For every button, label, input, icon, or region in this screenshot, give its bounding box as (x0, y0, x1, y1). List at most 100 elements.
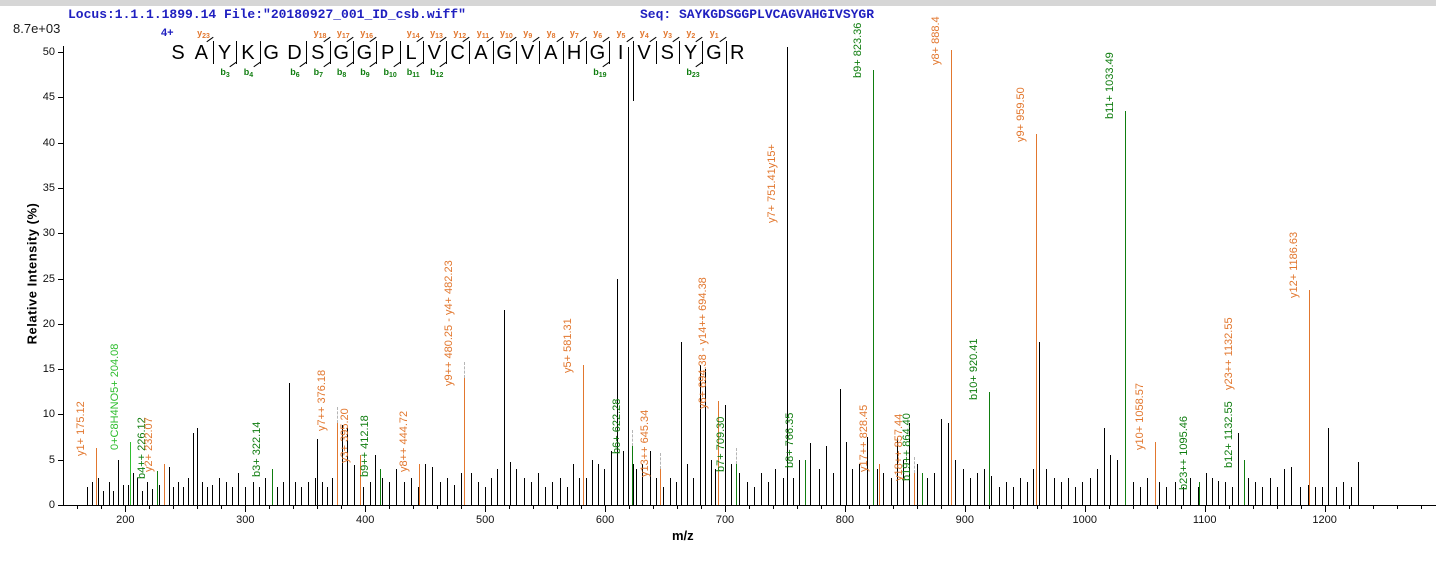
spectrum-peak (998, 486, 1000, 505)
y-ion-marker: y4 (639, 28, 649, 40)
spectrum-peak (87, 486, 88, 505)
x-axis-tick (365, 506, 367, 512)
spectrum-peak (294, 482, 296, 505)
spectrum-peak (591, 459, 593, 505)
sequence-residue: V (427, 42, 441, 64)
y-axis-tick (58, 233, 63, 235)
x-axis-tick (1108, 506, 1110, 509)
spectrum-peak (680, 341, 682, 505)
spectrum-peak (1104, 427, 1105, 505)
x-axis-tick (1084, 506, 1086, 512)
spectrum-peak (1322, 486, 1324, 505)
spectrum-peak (118, 459, 120, 505)
x-axis-tick (820, 506, 822, 509)
x-axis-tick (1348, 506, 1350, 509)
spectrum-peak (439, 482, 441, 505)
fragmentation-boundary (213, 41, 215, 64)
sequence-residue: V (520, 42, 535, 64)
annotated-peak (913, 473, 915, 505)
y-ion-marker: y3 (663, 28, 673, 40)
spectrum-peak (1307, 485, 1309, 505)
fragmentation-boundary (562, 41, 564, 64)
spectrum-peak (1205, 473, 1207, 505)
sequence-residue: G (706, 42, 722, 64)
spectrum-peak (948, 423, 950, 505)
spectrum-peak (1046, 468, 1048, 505)
sequence-residue: A (544, 42, 558, 64)
spectrum-peak (1140, 486, 1141, 505)
spectrum-peak (597, 464, 599, 505)
spectrum-peak (692, 477, 694, 505)
spectrum-peak (649, 450, 651, 505)
annotated-peak (418, 464, 420, 505)
spectrum-peak (1147, 477, 1149, 505)
peak-label: y13++ 645.34 (638, 409, 651, 477)
x-axis-tick (1204, 506, 1206, 512)
spectrum-peak (1247, 477, 1249, 505)
y-ion-marker: y16 (360, 28, 373, 40)
x-axis-tick (461, 506, 463, 509)
peak-label: b7+ 709.30 (715, 416, 728, 473)
annotated-peak (1243, 459, 1245, 505)
annotated-peak (879, 464, 881, 505)
x-axis-tick (581, 506, 583, 509)
sequence-residue: Y (217, 42, 232, 64)
axis-tick-label: 1100 (1192, 514, 1217, 526)
x-axis-tick (1060, 506, 1062, 509)
sequence-residue: R (729, 42, 745, 64)
x-axis-tick (1228, 506, 1230, 509)
x-axis-tick (317, 506, 319, 509)
spectrum-peak (342, 425, 344, 505)
spectrum-peak (1232, 486, 1234, 505)
spectrum-peak (669, 477, 671, 505)
annotated-peak (1125, 110, 1126, 505)
x-axis-tick (868, 506, 870, 509)
spectrum-peak (623, 450, 625, 505)
spectrum-peak (552, 482, 554, 505)
spectrum-peak (264, 477, 266, 505)
spectrum-peak (147, 482, 148, 505)
spectrum-peak (374, 455, 376, 505)
x-axis-tick (1180, 506, 1182, 509)
sequence-residue: Y (683, 42, 698, 64)
x-axis-tick (653, 506, 655, 509)
fragmentation-boundary (376, 41, 378, 64)
spectrum-peak (168, 466, 170, 505)
fragmentation-boundary (609, 41, 611, 64)
spectrum-peak (197, 427, 199, 505)
y-axis-tick (58, 505, 63, 506)
axis-tick-label: 1000 (1072, 514, 1098, 526)
spectrum-peak (1269, 477, 1271, 505)
x-axis-tick (269, 506, 271, 509)
spectrum-peak (1255, 482, 1257, 505)
annotated-peak (163, 464, 165, 505)
b-ion-marker: b3 (220, 67, 230, 79)
spectrum-peak (396, 468, 398, 505)
spectrum-peak (91, 482, 93, 505)
x-axis-tick (533, 506, 535, 509)
annotated-peak (873, 70, 874, 505)
annotated-peak (156, 470, 158, 505)
spectrum-peak (1005, 482, 1007, 505)
x-axis-tick (509, 506, 511, 509)
spectrum-peak (362, 486, 364, 505)
axis-tick-label: 25 (42, 272, 55, 285)
peak-label: b8+ 766.35 (783, 412, 796, 468)
spectrum-peak (642, 464, 644, 505)
peak-label: y10+ 1058.57 (1134, 382, 1146, 450)
sequence-residue: G (333, 42, 349, 64)
spectrum-peak (258, 486, 260, 505)
spectrum-peak (775, 468, 777, 505)
spectrum-peak (859, 464, 861, 505)
b-ion-marker: b11 (406, 67, 420, 79)
y-ion-marker: y12 (453, 28, 467, 40)
sequence-residue: G (263, 42, 279, 64)
spectrum-peak (238, 473, 240, 505)
peak-label: y7+ 751.41y15+ (765, 144, 778, 224)
peak-dashed-leader (659, 452, 661, 469)
spectrum-peak (662, 486, 664, 505)
x-axis-title: m/z (672, 528, 694, 543)
peak-dashed-leader (736, 448, 738, 465)
spectrum-peak (97, 477, 99, 505)
y-axis-tick (58, 187, 63, 189)
